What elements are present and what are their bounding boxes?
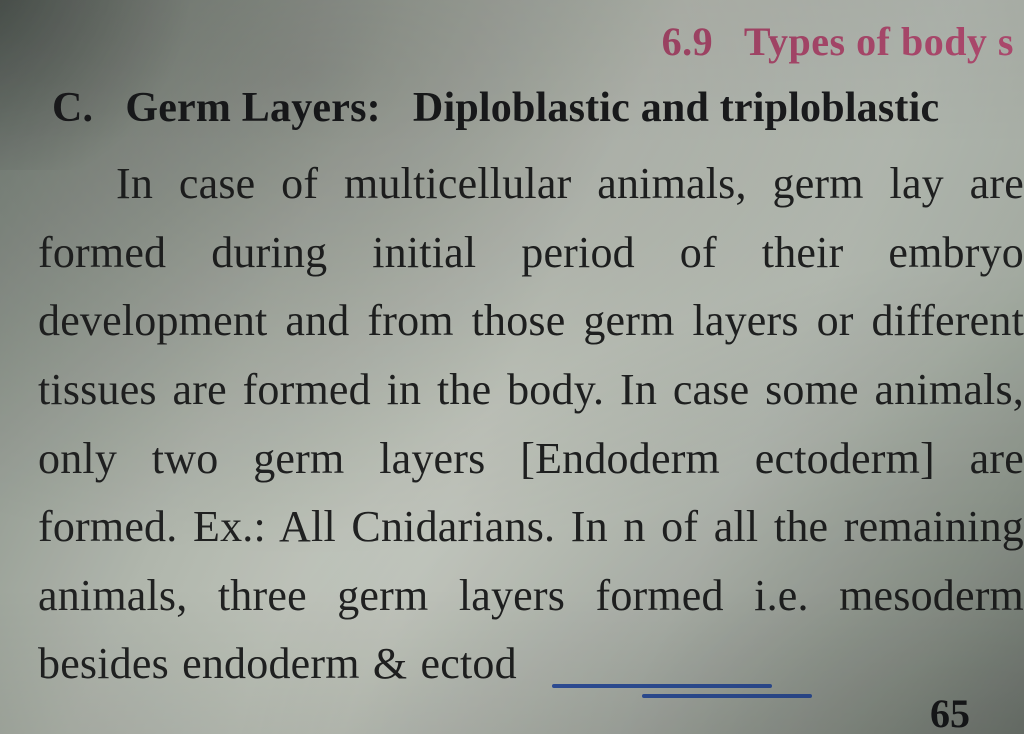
page-number-fragment: 65 bbox=[930, 690, 970, 734]
section-heading: 6.9 Types of body s bbox=[662, 18, 1014, 65]
footer-rule-1 bbox=[552, 684, 772, 688]
section-title-fragment: Types of body s bbox=[744, 19, 1014, 64]
subsection-letter: C. bbox=[52, 85, 93, 131]
textbook-page-photo: 6.9 Types of body s C. Germ Layers: Dipl… bbox=[0, 0, 1024, 734]
section-number: 6.9 bbox=[662, 19, 714, 64]
page-content: 6.9 Types of body s C. Germ Layers: Dipl… bbox=[30, 18, 1024, 734]
paragraph-text: In case of multicellular animals, germ l… bbox=[38, 159, 1024, 688]
footer-rule-2 bbox=[642, 694, 812, 698]
body-paragraph: In case of multicellular animals, germ l… bbox=[38, 150, 1024, 699]
subsection-heading: C. Germ Layers: Diploblastic and triplob… bbox=[52, 84, 1020, 132]
subsection-label: Germ Layers: bbox=[125, 85, 380, 131]
subsection-rest: Diploblastic and triploblastic bbox=[413, 85, 939, 131]
